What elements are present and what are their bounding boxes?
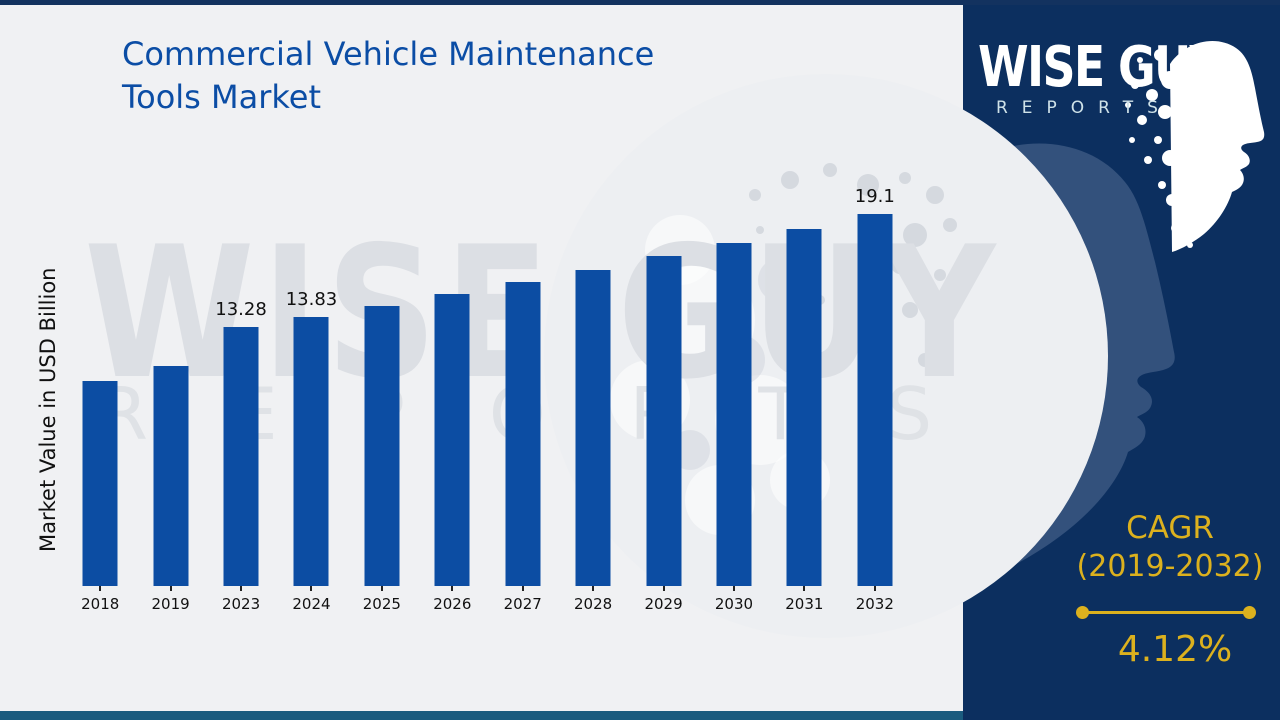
wiseguy-logo-face-icon	[1125, 41, 1265, 252]
x-axis-tick-2018	[99, 586, 102, 591]
bar-2029	[646, 256, 682, 586]
bar-slot-2028: 2028	[558, 190, 628, 613]
bar-value-label-2024: 13.83	[285, 289, 338, 310]
cagr-heading: CAGR	[1126, 510, 1214, 546]
bar-2018	[82, 381, 118, 586]
cagr-value: 4.12%	[1117, 629, 1233, 670]
cagr-divider-line	[1076, 606, 1256, 619]
bar-slot-2027: 2027	[488, 190, 558, 613]
divider-dot-right	[1243, 606, 1256, 619]
x-axis-tick-2024	[310, 586, 313, 591]
bar-2030	[716, 243, 752, 586]
bar-slot-2032: 19.1 2032	[840, 186, 910, 613]
bar-chart: 2018 2019 13.28 2023 13.83 2024 2025 2026 2027 20…	[65, 186, 910, 613]
watermark-dots	[749, 163, 957, 367]
x-axis-label-2028: 2028	[574, 595, 613, 613]
x-axis-tick-2029	[662, 586, 665, 591]
bar-2031	[786, 229, 822, 586]
bar-slot-2019: 2019	[135, 190, 205, 613]
bar-2019	[153, 366, 189, 586]
bottom-edge-strip	[0, 711, 963, 720]
bar-2024	[293, 317, 329, 586]
bar-slot-2024: 13.83 2024	[276, 190, 346, 613]
x-axis-tick-2027	[521, 586, 524, 591]
head-circle-watermark	[544, 74, 1108, 638]
x-axis-tick-2025	[380, 586, 383, 591]
bar-2032	[857, 214, 893, 586]
divider-dot-left	[1076, 606, 1089, 619]
x-axis-label-2018: 2018	[81, 595, 120, 613]
top-edge-strip	[0, 0, 1280, 5]
x-axis-label-2024: 2024	[292, 595, 331, 613]
logo-sub-text: REPORTS	[996, 98, 1172, 118]
cagr-range: (2019-2032)	[1076, 549, 1264, 584]
x-axis-tick-2023	[240, 586, 243, 591]
page-title-line2: Tools Market	[122, 78, 321, 116]
x-axis-label-2031: 2031	[785, 595, 824, 613]
x-axis-label-2029: 2029	[644, 595, 683, 613]
x-axis-tick-2028	[592, 586, 595, 591]
x-axis-label-2026: 2026	[433, 595, 472, 613]
x-axis-tick-2026	[451, 586, 454, 591]
bar-2028	[575, 270, 611, 586]
x-axis-label-2032: 2032	[855, 595, 894, 613]
x-axis-label-2023: 2023	[221, 595, 261, 613]
page-title-line1: Commercial Vehicle Maintenance	[122, 35, 655, 73]
logo-brand-text: WISE GUY	[978, 35, 1223, 100]
bar-value-label-2032: 19.1	[854, 186, 895, 207]
bar-slot-2026: 2026	[417, 190, 487, 613]
bar-2026	[434, 294, 470, 586]
x-axis-tick-2030	[732, 586, 735, 591]
x-axis-tick-2032	[873, 586, 876, 591]
bar-slot-2029: 2029	[628, 190, 698, 613]
bar-value-label-2023: 13.28	[215, 299, 267, 320]
bar-2023	[223, 327, 259, 586]
x-axis-label-2019: 2019	[151, 595, 190, 613]
x-axis-label-2030: 2030	[714, 595, 754, 613]
y-axis-label: Market Value in USD Billion	[36, 267, 60, 553]
bar-slot-2030: 2030	[699, 190, 769, 613]
bar-slot-2025: 2025	[347, 190, 417, 613]
bar-2027	[505, 282, 541, 586]
x-axis-label-2027: 2027	[503, 595, 542, 613]
page-title: Commercial Vehicle Maintenance Tools Mar…	[122, 33, 842, 119]
x-axis-label-2025: 2025	[362, 595, 401, 613]
bar-slot-2023: 13.28 2023	[206, 190, 276, 613]
x-axis-tick-2019	[169, 586, 172, 591]
x-axis-tick-2031	[803, 586, 806, 591]
bar-slot-2018: 2018	[65, 190, 135, 613]
wiseguy-logo: WISE GUY REPORTS	[978, 35, 1275, 119]
bar-slot-2031: 2031	[769, 190, 839, 613]
bar-2025	[364, 306, 400, 586]
